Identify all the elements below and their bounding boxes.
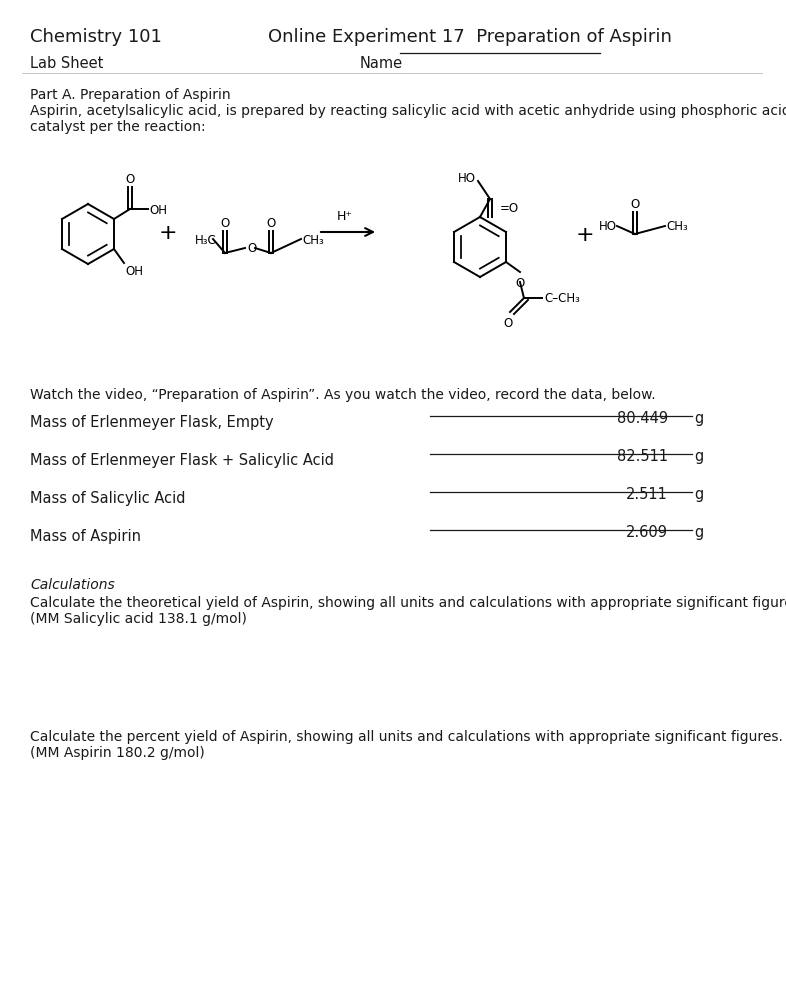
Text: OH: OH — [149, 204, 167, 217]
Text: O: O — [266, 217, 276, 230]
Text: H₃C: H₃C — [195, 234, 217, 247]
Text: O: O — [516, 277, 524, 290]
Text: g: g — [694, 410, 703, 425]
Text: H⁺: H⁺ — [337, 211, 353, 224]
Text: Aspirin, acetylsalicylic acid, is prepared by reacting salicylic acid with aceti: Aspirin, acetylsalicylic acid, is prepar… — [30, 104, 786, 118]
Text: Mass of Aspirin: Mass of Aspirin — [30, 529, 141, 544]
Text: =O: =O — [500, 203, 519, 216]
Text: HO: HO — [599, 221, 617, 234]
Text: Calculate the theoretical yield of Aspirin, showing all units and calculations w: Calculate the theoretical yield of Aspir… — [30, 596, 786, 610]
Text: CH₃: CH₃ — [302, 234, 324, 247]
Text: 80.449: 80.449 — [617, 410, 668, 425]
Text: Calculations: Calculations — [30, 578, 115, 592]
Text: O: O — [247, 242, 256, 254]
Text: g: g — [694, 448, 703, 463]
Text: O: O — [503, 317, 512, 330]
Text: 2.511: 2.511 — [626, 486, 668, 502]
Text: Mass of Erlenmeyer Flask, Empty: Mass of Erlenmeyer Flask, Empty — [30, 414, 274, 429]
Text: Mass of Salicylic Acid: Mass of Salicylic Acid — [30, 490, 185, 506]
Text: Chemistry 101: Chemistry 101 — [30, 28, 162, 46]
Text: catalyst per the reaction:: catalyst per the reaction: — [30, 120, 206, 133]
Text: g: g — [694, 486, 703, 502]
Text: (MM Aspirin 180.2 g/mol): (MM Aspirin 180.2 g/mol) — [30, 745, 204, 759]
Text: Name: Name — [360, 56, 403, 71]
Text: Online Experiment 17  Preparation of Aspirin: Online Experiment 17 Preparation of Aspi… — [268, 28, 672, 46]
Text: (MM Salicylic acid 138.1 g/mol): (MM Salicylic acid 138.1 g/mol) — [30, 612, 247, 626]
Text: +: + — [575, 225, 594, 245]
Text: Lab Sheet: Lab Sheet — [30, 56, 104, 71]
Text: O: O — [125, 173, 134, 186]
Text: Part A. Preparation of Aspirin: Part A. Preparation of Aspirin — [30, 88, 230, 102]
Text: g: g — [694, 525, 703, 540]
Text: OH: OH — [125, 265, 143, 278]
Text: Calculate the percent yield of Aspirin, showing all units and calculations with : Calculate the percent yield of Aspirin, … — [30, 729, 783, 743]
Text: O: O — [630, 198, 640, 211]
Text: 2.609: 2.609 — [626, 525, 668, 540]
Text: O: O — [220, 217, 230, 230]
Text: Watch the video, “Preparation of Aspirin”. As you watch the video, record the da: Watch the video, “Preparation of Aspirin… — [30, 387, 656, 401]
Text: HO: HO — [458, 172, 476, 185]
Text: CH₃: CH₃ — [666, 221, 688, 234]
Text: +: + — [159, 223, 178, 243]
Text: 82.511: 82.511 — [617, 448, 668, 463]
Text: Mass of Erlenmeyer Flask + Salicylic Acid: Mass of Erlenmeyer Flask + Salicylic Aci… — [30, 452, 334, 467]
Text: C–CH₃: C–CH₃ — [544, 292, 580, 305]
